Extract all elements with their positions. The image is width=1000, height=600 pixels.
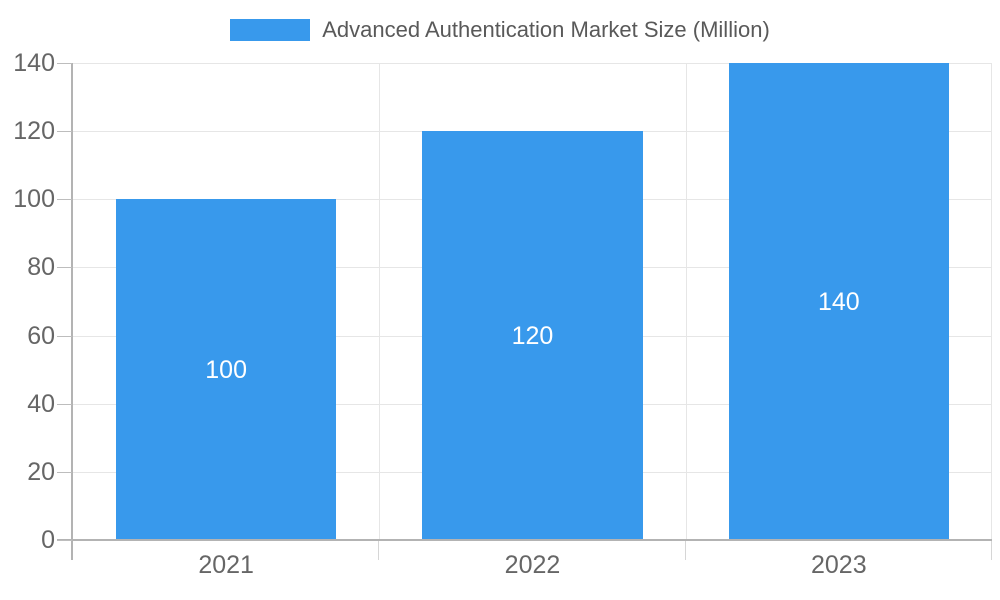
y-axis-label-40: 40 <box>27 389 55 418</box>
x-axis-baseline <box>57 539 992 541</box>
x-axis-label-2021: 2021 <box>198 551 254 579</box>
y-axis-label-120: 120 <box>13 117 55 146</box>
x-tick <box>991 541 992 560</box>
y-tick-120 <box>57 131 72 133</box>
y-axis-label-0: 0 <box>41 526 55 554</box>
y-tick-60 <box>57 335 72 337</box>
plot-area: 100 120 140 <box>73 63 992 540</box>
y-tick-40 <box>57 403 72 405</box>
y-tick-80 <box>57 267 72 269</box>
gridline-v <box>379 63 381 540</box>
bar-value-label-2021: 100 <box>205 355 247 384</box>
y-tick-0 <box>57 540 72 541</box>
bar-2023[interactable] <box>728 63 950 540</box>
gridline-v <box>991 63 992 540</box>
x-axis-label-2023: 2023 <box>811 551 867 579</box>
legend-swatch <box>230 19 311 41</box>
gridline-h-140 <box>73 63 992 64</box>
legend[interactable]: Advanced Authentication Market Size (Mil… <box>0 17 1000 43</box>
y-axis-label-100: 100 <box>13 185 55 214</box>
legend-label: Advanced Authentication Market Size (Mil… <box>322 17 770 42</box>
gridline-v <box>685 63 687 540</box>
y-axis-label-140: 140 <box>13 49 55 77</box>
y-axis-line <box>71 63 73 560</box>
y-tick-100 <box>57 199 72 201</box>
y-tick-20 <box>57 471 72 473</box>
y-axis-label-60: 60 <box>27 321 55 350</box>
bar-value-label-2023: 140 <box>817 287 860 316</box>
bar-2022[interactable] <box>422 131 643 540</box>
x-axis-label-2022: 2022 <box>504 551 561 579</box>
y-tick-140 <box>57 63 72 64</box>
bar-value-label-2022: 120 <box>511 321 554 350</box>
y-axis-label-80: 80 <box>27 253 55 282</box>
bar-2021[interactable] <box>115 199 337 540</box>
x-tick <box>378 541 380 560</box>
y-axis-label-20: 20 <box>27 457 55 486</box>
x-tick <box>684 541 686 560</box>
